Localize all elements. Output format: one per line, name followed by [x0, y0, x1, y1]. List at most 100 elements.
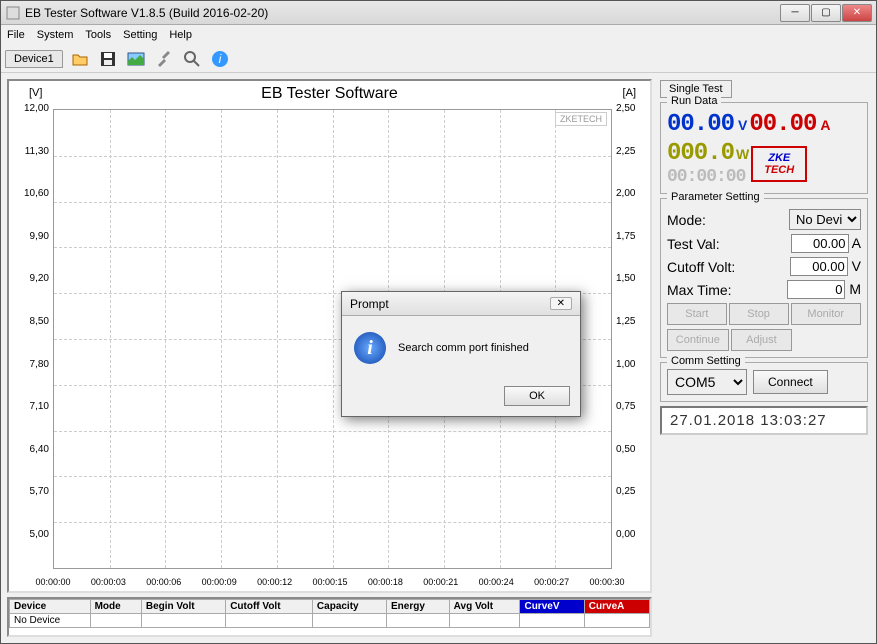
table-header: Device: [10, 600, 91, 614]
y-right-tick: 1,25: [616, 316, 644, 327]
table-cell: [449, 614, 520, 628]
titlebar: EB Tester Software V1.8.5 (Build 2016-02…: [1, 1, 876, 25]
y-left-tick: 12,00: [15, 103, 49, 114]
x-tick: 00:00:15: [312, 577, 347, 587]
y-right-tick: 0,25: [616, 486, 644, 497]
x-tick: 00:00:09: [202, 577, 237, 587]
toolbar: Device1 i: [1, 45, 876, 73]
y-right-tick: 2,25: [616, 146, 644, 157]
menu-file[interactable]: File: [7, 29, 25, 41]
y-right-tick: 0,00: [616, 529, 644, 540]
y-right-tick: 1,00: [616, 359, 644, 370]
table-cell: [90, 614, 141, 628]
current-unit: A: [820, 117, 830, 133]
start-button[interactable]: Start: [667, 303, 727, 325]
menu-tools[interactable]: Tools: [85, 29, 111, 41]
watermark: ZKETECH: [555, 112, 607, 126]
app-window: EB Tester Software V1.8.5 (Build 2016-02…: [0, 0, 877, 644]
info-dialog-icon: i: [354, 332, 386, 364]
chart-title: EB Tester Software: [9, 81, 650, 107]
y-right-tick: 2,50: [616, 103, 644, 114]
y-right-tick: 0,50: [616, 444, 644, 455]
table-header: Energy: [386, 600, 449, 614]
voltage-unit: V: [738, 117, 747, 133]
table-header: Cutoff Volt: [226, 600, 313, 614]
right-axis-unit: [A]: [623, 87, 636, 99]
table-cell: [584, 614, 649, 628]
power-unit: W: [736, 146, 749, 162]
menu-setting[interactable]: Setting: [123, 29, 157, 41]
cutoff-input[interactable]: [790, 257, 848, 276]
maximize-button[interactable]: ▢: [811, 4, 841, 22]
y-left-tick: 8,50: [15, 316, 49, 327]
dialog-footer: OK: [342, 380, 580, 416]
monitor-button[interactable]: Monitor: [791, 303, 862, 325]
table-header: CurveV: [520, 600, 584, 614]
y-left-tick: 10,60: [15, 188, 49, 199]
x-tick: 00:00:30: [589, 577, 624, 587]
table-header: Capacity: [312, 600, 386, 614]
y-left-tick: 7,10: [15, 401, 49, 412]
table-cell: [520, 614, 584, 628]
tools-icon[interactable]: [153, 48, 175, 70]
table-cell: [386, 614, 449, 628]
table-cell: No Device: [10, 614, 91, 628]
zke-logo: ZKETECH: [751, 146, 807, 182]
testval-input[interactable]: [791, 234, 849, 253]
x-tick: 00:00:27: [534, 577, 569, 587]
y-left-tick: 5,00: [15, 529, 49, 540]
table-header: Mode: [90, 600, 141, 614]
y-right-tick: 2,00: [616, 188, 644, 199]
menu-help[interactable]: Help: [169, 29, 192, 41]
y-right-tick: 1,75: [616, 231, 644, 242]
y-left-tick: 7,80: [15, 359, 49, 370]
prompt-dialog: Prompt ✕ i Search comm port finished OK: [341, 291, 581, 417]
connect-button[interactable]: Connect: [753, 370, 828, 394]
parameter-legend: Parameter Setting: [667, 191, 764, 203]
continue-button[interactable]: Continue: [667, 329, 729, 351]
right-pane: Single Test Run Data 00.00V 00.00A 000.0…: [658, 73, 876, 643]
left-axis-unit: [V]: [29, 87, 42, 99]
dialog-message: Search comm port finished: [398, 342, 529, 354]
data-table: DeviceModeBegin VoltCutoff VoltCapacityE…: [7, 597, 652, 637]
info-icon[interactable]: i: [209, 48, 231, 70]
ok-button[interactable]: OK: [504, 386, 570, 406]
parameter-group: Parameter Setting Mode: No Devic Test Va…: [660, 198, 868, 358]
search-icon[interactable]: [181, 48, 203, 70]
run-data-group: Run Data 00.00V 00.00A 000.0W 00:00:00 Z…: [660, 102, 868, 194]
window-buttons: ─ ▢ ✕: [779, 4, 872, 22]
x-tick: 00:00:06: [146, 577, 181, 587]
stop-button[interactable]: Stop: [729, 303, 789, 325]
time-value: 00:00:00: [667, 167, 745, 187]
table-cell: [226, 614, 313, 628]
device-tab[interactable]: Device1: [5, 50, 63, 68]
y-left-tick: 5,70: [15, 486, 49, 497]
svg-text:i: i: [218, 52, 221, 66]
current-value: 00.00: [749, 111, 816, 138]
x-tick: 00:00:00: [35, 577, 70, 587]
maxtime-input[interactable]: [787, 280, 845, 299]
dialog-close-button[interactable]: ✕: [550, 297, 572, 310]
dialog-titlebar: Prompt ✕: [342, 292, 580, 316]
adjust-button[interactable]: Adjust: [731, 329, 793, 351]
table-cell: [141, 614, 225, 628]
y-left-tick: 11,30: [15, 146, 49, 157]
table-cell: [312, 614, 386, 628]
datetime-display: 27.01.2018 13:03:27: [660, 406, 868, 435]
mode-select[interactable]: No Devic: [789, 209, 861, 230]
menu-system[interactable]: System: [37, 29, 74, 41]
maxtime-label: Max Time:: [667, 282, 732, 298]
power-value: 000.0: [667, 140, 734, 167]
image-icon[interactable]: [125, 48, 147, 70]
save-icon[interactable]: [97, 48, 119, 70]
minimize-button[interactable]: ─: [780, 4, 810, 22]
y-right-tick: 1,50: [616, 273, 644, 284]
close-button[interactable]: ✕: [842, 4, 872, 22]
mode-label: Mode:: [667, 212, 706, 228]
maxtime-unit: M: [849, 281, 861, 297]
port-select[interactable]: COM5: [667, 369, 747, 395]
open-icon[interactable]: [69, 48, 91, 70]
testval-unit: A: [852, 235, 861, 251]
table-header: CurveA: [584, 600, 649, 614]
menubar: File System Tools Setting Help: [1, 25, 876, 45]
